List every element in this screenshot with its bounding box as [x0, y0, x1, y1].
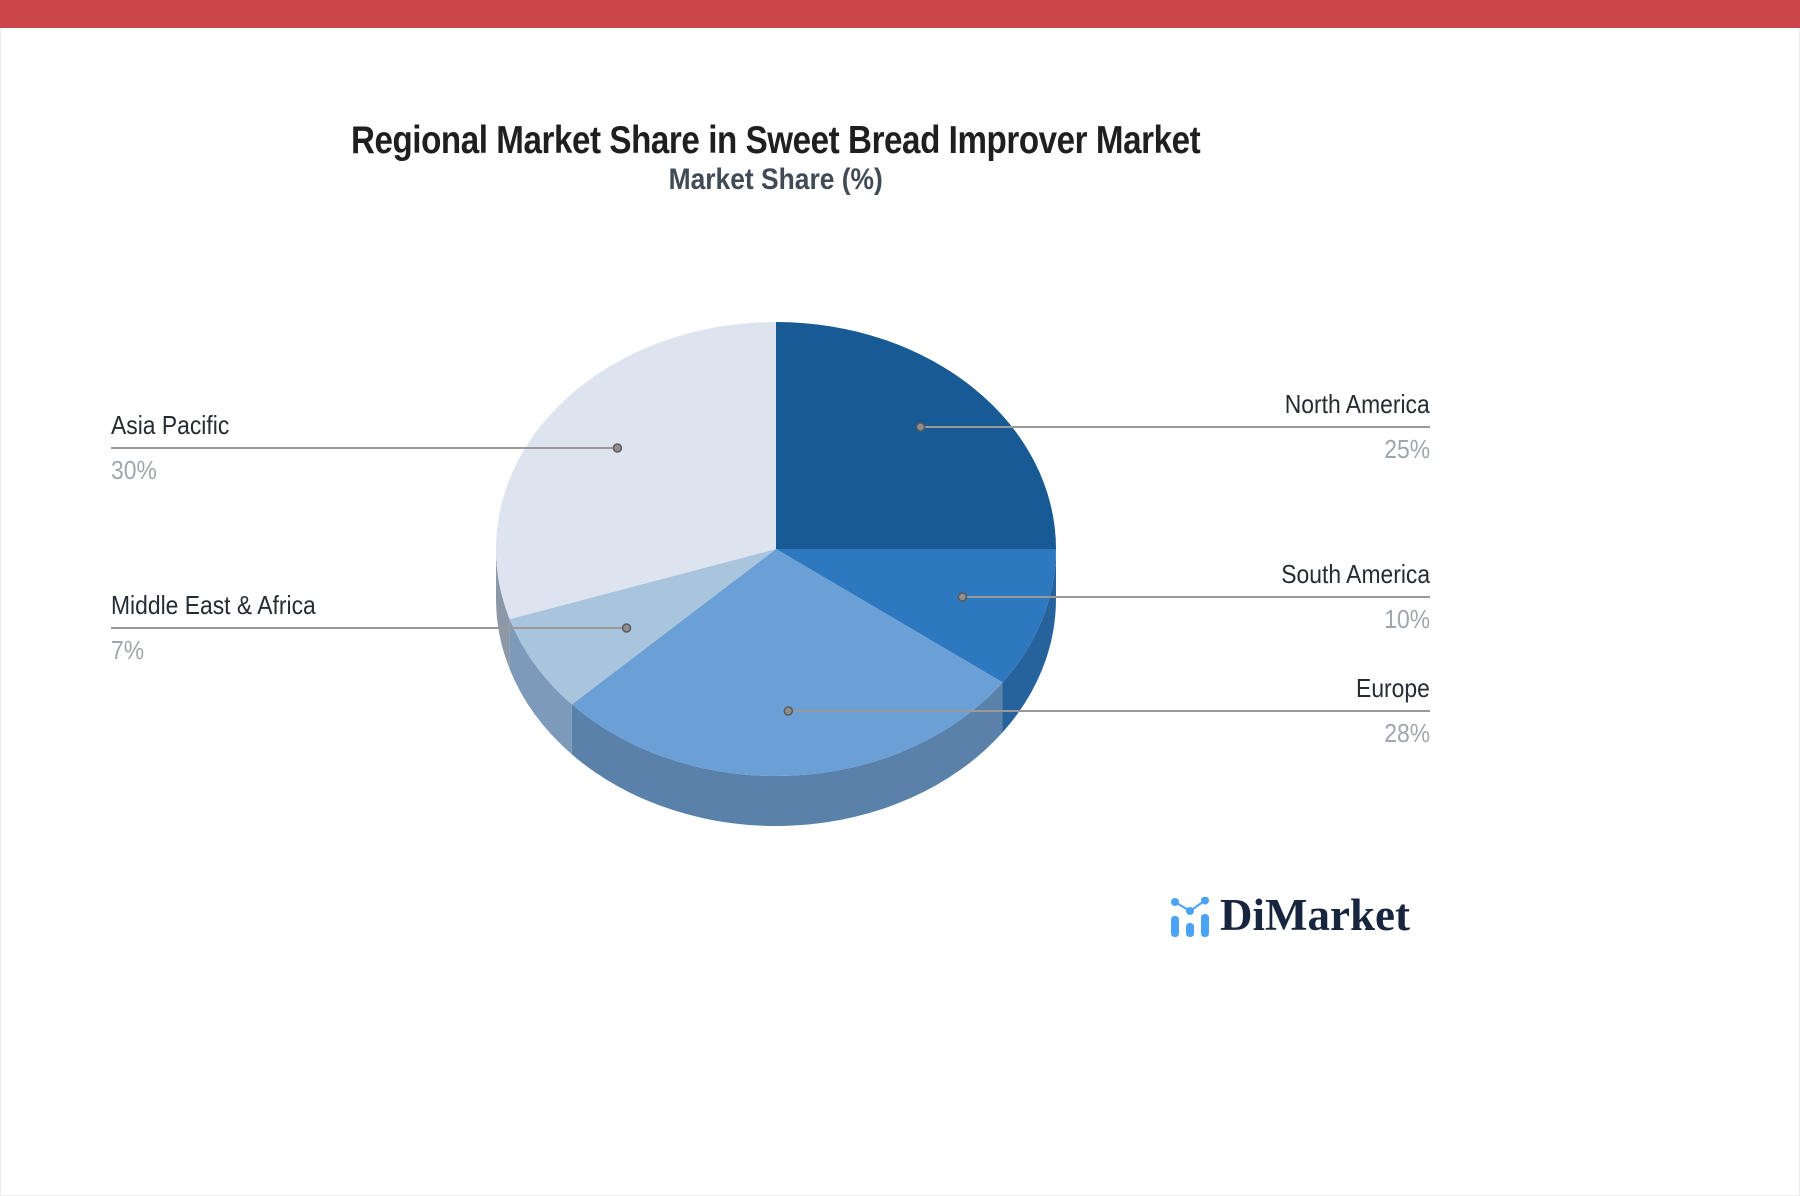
chart-subtitle: Market Share (%) [0, 162, 1552, 198]
leader-dot-asia-pacific [612, 443, 623, 453]
pie-label-value: 7% [111, 635, 145, 665]
top-bar [0, 0, 1800, 28]
pie-label-value: 25% [1384, 434, 1430, 464]
dimarket-logo-icon [1171, 897, 1209, 937]
dimarket-logo-text: DiMarket [1220, 890, 1410, 940]
pie-label-value: 30% [111, 455, 157, 485]
pie-slice-south-america [776, 549, 1056, 683]
pie-slice-asia-pacific [495, 321, 776, 620]
pie-slice-side-middle-east-and-africa [509, 619, 572, 755]
pie-label-europe: Europe 28% [1346, 673, 1430, 747]
pie-slice-side-south-america [1002, 549, 1056, 733]
chart-title-text: Regional Market Share in Sweet Bread Imp… [351, 119, 1201, 162]
leader-dot-middle-east-and-africa [621, 623, 632, 633]
pie-label-name: Europe [1356, 673, 1430, 703]
leader-dot-europe [783, 706, 794, 716]
dimarket-logo: DiMarket [1171, 890, 1410, 940]
pie-label-north-america: North America 25% [1265, 389, 1430, 463]
pie-label-name: Asia Pacific [111, 410, 230, 440]
pie-label-middle-east-and-africa: Middle East & Africa 7% [111, 590, 344, 664]
pie-slice-north-america [776, 322, 1056, 549]
pie-label-value: 28% [1384, 718, 1430, 748]
pie-label-south-america: South America 10% [1261, 559, 1430, 633]
pie-label-asia-pacific: Asia Pacific 30% [111, 410, 245, 484]
pie-label-value: 10% [1384, 604, 1430, 634]
pie-label-name: Middle East & Africa [111, 590, 316, 620]
leader-dot-north-america [915, 422, 926, 432]
leader-dot-south-america [957, 592, 968, 602]
chart-title: Regional Market Share in Sweet Bread Imp… [0, 118, 1552, 164]
chart-subtitle-text: Market Share (%) [668, 163, 884, 196]
pie-slice-europe [571, 549, 1003, 777]
pie-slice-side-asia-pacific [496, 549, 510, 670]
pie-slice-side-europe [571, 682, 1003, 826]
pie-slice-middle-east-and-africa [509, 549, 776, 705]
pie-label-name: North America [1285, 389, 1430, 419]
pie-label-name: South America [1281, 559, 1430, 589]
